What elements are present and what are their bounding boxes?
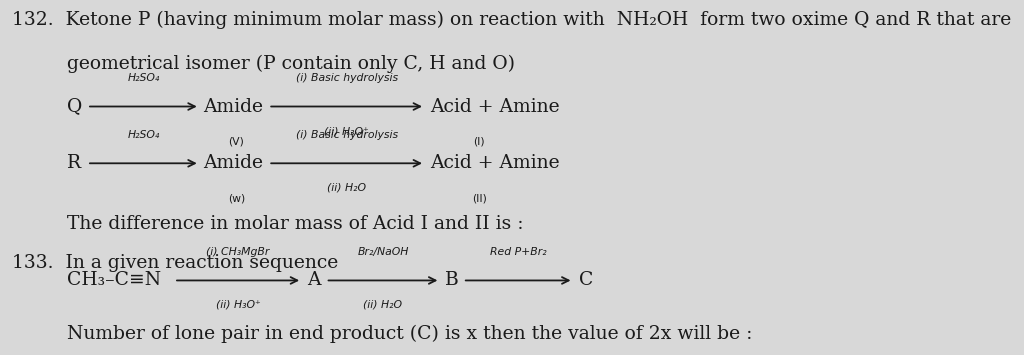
Text: Number of lone pair in end product (C) is x then the value of 2x will be :: Number of lone pair in end product (C) i…	[67, 325, 752, 343]
Text: (ii) H₂O: (ii) H₂O	[364, 300, 402, 310]
Text: (V): (V)	[228, 137, 245, 147]
Text: CH₃–C≡N: CH₃–C≡N	[67, 272, 161, 289]
Text: (i) CH₃MgBr: (i) CH₃MgBr	[207, 247, 269, 257]
Text: The difference in molar mass of Acid I and II is :: The difference in molar mass of Acid I a…	[67, 215, 523, 233]
Text: Amide: Amide	[203, 98, 263, 115]
Text: geometrical isomer (P contain only C, H and O): geometrical isomer (P contain only C, H …	[67, 55, 514, 73]
Text: Acid + Amine: Acid + Amine	[430, 98, 560, 115]
Text: (w): (w)	[228, 193, 245, 203]
Text: (i) Basic hydrolysis: (i) Basic hydrolysis	[296, 73, 397, 83]
Text: H₂SO₄: H₂SO₄	[127, 73, 160, 83]
Text: 132.  Ketone P (having minimum molar mass) on reaction with  NH₂OH  form two oxi: 132. Ketone P (having minimum molar mass…	[12, 11, 1012, 29]
Text: Q: Q	[67, 98, 82, 115]
Text: Acid + Amine: Acid + Amine	[430, 154, 560, 172]
Text: 133.  In a given reaction sequence: 133. In a given reaction sequence	[12, 254, 339, 272]
Text: A: A	[307, 272, 321, 289]
Text: (ii) H₂O: (ii) H₂O	[327, 183, 367, 193]
Text: Br₂/NaOH: Br₂/NaOH	[357, 247, 409, 257]
Text: H₂SO₄: H₂SO₄	[127, 130, 160, 140]
Text: Red P+Br₂: Red P+Br₂	[489, 247, 547, 257]
Text: C: C	[579, 272, 593, 289]
Text: (ii) H₃O⁺: (ii) H₃O⁺	[325, 126, 369, 136]
Text: (ii) H₃O⁺: (ii) H₃O⁺	[216, 300, 260, 310]
Text: Amide: Amide	[203, 154, 263, 172]
Text: (II): (II)	[472, 193, 486, 203]
Text: (i) Basic hydrolysis: (i) Basic hydrolysis	[296, 130, 397, 140]
Text: R: R	[67, 154, 81, 172]
Text: B: B	[445, 272, 459, 289]
Text: (I): (I)	[473, 137, 485, 147]
